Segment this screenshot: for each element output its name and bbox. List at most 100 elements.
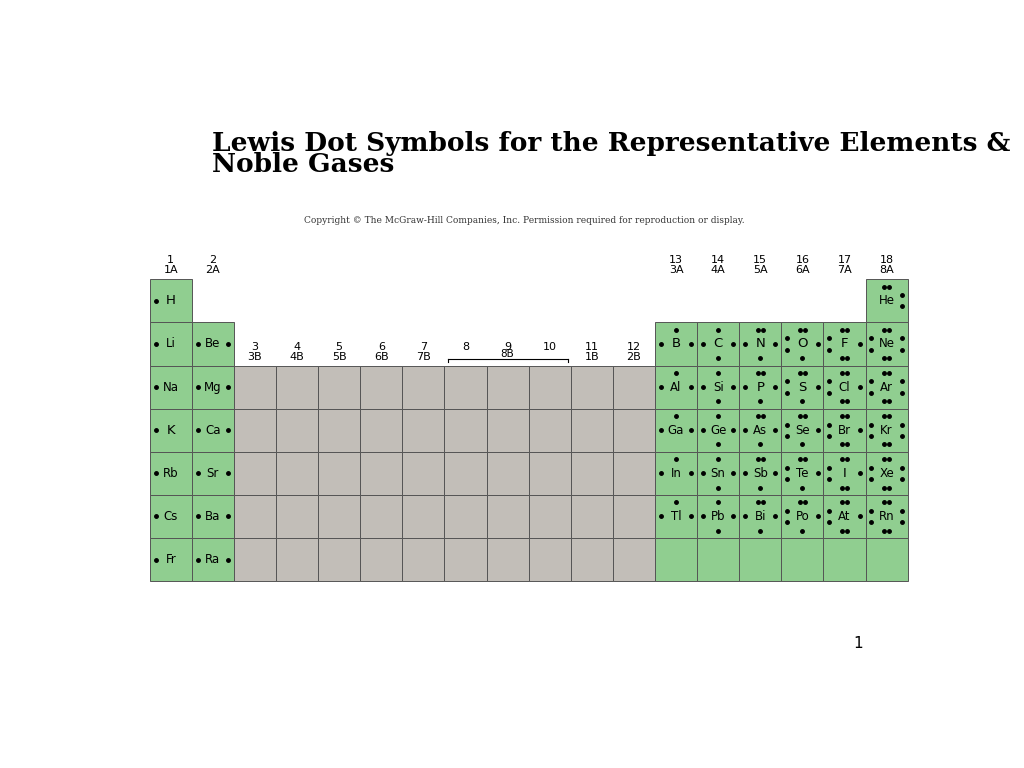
- Bar: [191, 452, 233, 495]
- Text: In: In: [671, 467, 682, 480]
- Bar: [444, 366, 486, 409]
- Bar: [697, 409, 739, 452]
- Bar: [276, 538, 318, 581]
- Text: Rb: Rb: [163, 467, 178, 480]
- Bar: [613, 538, 655, 581]
- Text: 10: 10: [543, 342, 557, 352]
- Text: 5: 5: [336, 342, 343, 352]
- Bar: [781, 452, 823, 495]
- Bar: [150, 452, 191, 495]
- Text: 6B: 6B: [374, 352, 389, 362]
- Text: 8B: 8B: [501, 349, 514, 359]
- Bar: [191, 538, 233, 581]
- Bar: [150, 323, 191, 366]
- Bar: [613, 409, 655, 452]
- Bar: [444, 409, 486, 452]
- Bar: [865, 538, 907, 581]
- Bar: [781, 366, 823, 409]
- Text: At: At: [839, 510, 851, 523]
- Text: Cs: Cs: [164, 510, 178, 523]
- Text: 4A: 4A: [711, 266, 726, 276]
- Text: Kr: Kr: [881, 424, 893, 437]
- Bar: [318, 409, 360, 452]
- Text: Br: Br: [838, 424, 851, 437]
- Text: Te: Te: [796, 467, 809, 480]
- Bar: [360, 409, 402, 452]
- Bar: [697, 538, 739, 581]
- Text: Ca: Ca: [205, 424, 220, 437]
- Bar: [402, 452, 444, 495]
- Bar: [402, 366, 444, 409]
- Text: 7: 7: [420, 342, 427, 352]
- Bar: [570, 495, 613, 538]
- Text: N: N: [756, 337, 765, 350]
- Bar: [276, 366, 318, 409]
- Text: 1B: 1B: [585, 352, 599, 362]
- Text: Se: Se: [795, 424, 810, 437]
- Bar: [655, 323, 697, 366]
- Bar: [150, 280, 191, 323]
- Text: Po: Po: [796, 510, 809, 523]
- Text: 12: 12: [627, 342, 641, 352]
- Text: C: C: [714, 337, 723, 350]
- Bar: [781, 495, 823, 538]
- Text: Ge: Ge: [710, 424, 726, 437]
- Bar: [191, 323, 233, 366]
- Bar: [613, 452, 655, 495]
- Text: Tl: Tl: [671, 510, 681, 523]
- Bar: [823, 538, 865, 581]
- Bar: [865, 323, 907, 366]
- Bar: [318, 495, 360, 538]
- Bar: [486, 409, 528, 452]
- Bar: [360, 538, 402, 581]
- Bar: [191, 495, 233, 538]
- Bar: [739, 409, 781, 452]
- Bar: [191, 366, 233, 409]
- Text: Rn: Rn: [879, 510, 894, 523]
- Bar: [444, 452, 486, 495]
- Bar: [360, 366, 402, 409]
- Text: 4: 4: [294, 342, 301, 352]
- Bar: [697, 323, 739, 366]
- Bar: [739, 495, 781, 538]
- Bar: [655, 409, 697, 452]
- Text: 3: 3: [252, 342, 258, 352]
- Bar: [528, 452, 570, 495]
- Text: Xe: Xe: [880, 467, 894, 480]
- Text: 18: 18: [880, 256, 894, 266]
- Bar: [823, 495, 865, 538]
- Bar: [528, 495, 570, 538]
- Text: O: O: [797, 337, 808, 350]
- Text: Pb: Pb: [711, 510, 725, 523]
- Text: B: B: [672, 337, 681, 350]
- Bar: [191, 409, 233, 452]
- Text: 8: 8: [462, 342, 469, 352]
- Bar: [823, 409, 865, 452]
- Text: 3A: 3A: [669, 266, 683, 276]
- Text: S: S: [798, 381, 807, 393]
- Bar: [570, 366, 613, 409]
- Bar: [150, 495, 191, 538]
- Bar: [528, 366, 570, 409]
- Bar: [150, 538, 191, 581]
- Text: Fr: Fr: [166, 553, 176, 566]
- Text: P: P: [757, 381, 764, 393]
- Text: 15: 15: [754, 256, 767, 266]
- Text: 2: 2: [209, 256, 216, 266]
- Text: Bi: Bi: [755, 510, 766, 523]
- Bar: [697, 452, 739, 495]
- Bar: [486, 366, 528, 409]
- Bar: [402, 538, 444, 581]
- Text: Ne: Ne: [879, 337, 895, 350]
- Text: 17: 17: [838, 256, 852, 266]
- Text: Ra: Ra: [205, 553, 220, 566]
- Bar: [739, 323, 781, 366]
- Bar: [781, 538, 823, 581]
- Bar: [613, 495, 655, 538]
- Text: 11: 11: [585, 342, 599, 352]
- Text: Si: Si: [713, 381, 724, 393]
- Text: H: H: [166, 294, 176, 307]
- Bar: [865, 495, 907, 538]
- Bar: [360, 495, 402, 538]
- Text: Sn: Sn: [711, 467, 726, 480]
